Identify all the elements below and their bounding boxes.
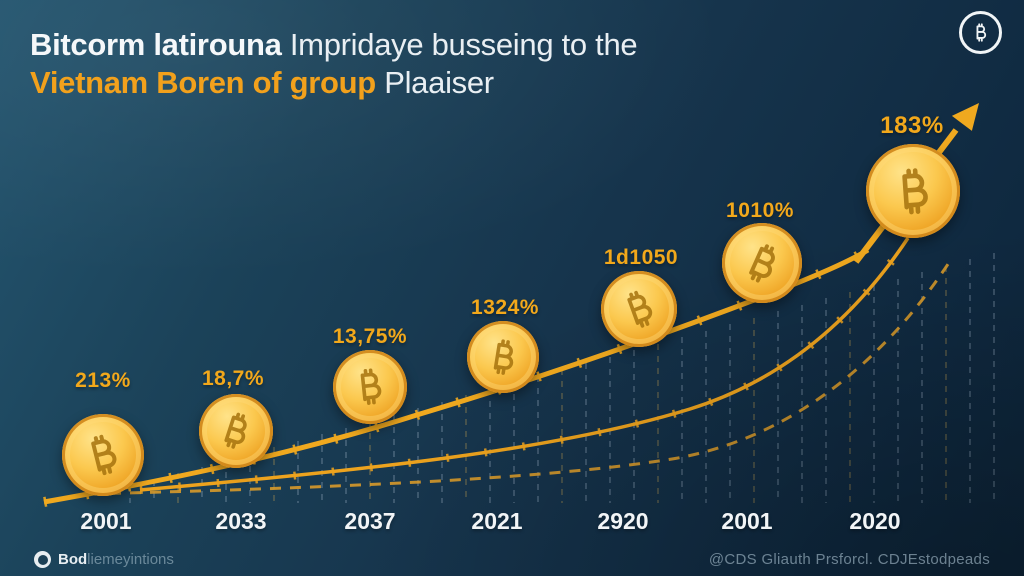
secondary-trend-curve <box>139 237 910 492</box>
axis-year-label-6: 2001 <box>721 508 773 534</box>
bitcoin-coin-1 <box>62 414 144 496</box>
axis-year-label-1: 2001 <box>80 508 132 534</box>
axis-year-label-2: 2033 <box>215 508 267 534</box>
title-regular-2: Plaaiser <box>375 64 494 100</box>
footer-brand-bold: Bod <box>58 551 88 568</box>
trend-arrow-head-icon <box>951 103 979 131</box>
growth-label-1: 213% <box>75 369 131 392</box>
axis-year-label-5: 2920 <box>597 508 649 534</box>
growth-label-2: 18,7% <box>201 367 265 390</box>
bitcoin-icon <box>210 405 262 457</box>
bitcoin-coin-3 <box>333 350 407 424</box>
footer-brand-light: liemeyintions <box>87 551 174 568</box>
bitcoin-icon <box>612 282 667 337</box>
title-line-2: Vietnam Boren of group Plaaiser <box>30 64 637 102</box>
bitcoin-icon <box>732 233 791 292</box>
footer-brand: Bodliemeyintions <box>34 551 174 568</box>
growth-label-6: 1010% <box>726 199 794 222</box>
bitcoin-icon <box>75 427 131 483</box>
bitcoin-icon <box>885 163 941 219</box>
footer-logo-icon <box>34 551 51 568</box>
axis-year-label-3: 2037 <box>344 508 396 534</box>
bitcoin-coin-2 <box>199 394 273 468</box>
title-line-1: Bitcorm latirouna Impridaye busseing to … <box>30 26 638 64</box>
bitcoin-circle-icon <box>959 11 1002 54</box>
title-regular-1: Impridaye busseing to the <box>281 27 638 62</box>
page-title: Bitcorm latirouna Impridaye busseing to … <box>30 26 638 102</box>
footer-credit: @CDS Gliauth Prsforcl. CDJEstodpeads <box>708 551 990 568</box>
bitcoin-coin-6 <box>722 223 802 303</box>
growth-label-4: 1324% <box>471 296 539 319</box>
title-bold-2: Vietnam Boren of group <box>30 64 376 100</box>
bitcoin-icon <box>347 364 393 410</box>
bitcoin-coin-5 <box>601 271 677 347</box>
axis-year-label-7: 2020 <box>849 508 901 534</box>
growth-label-7: 183% <box>880 112 944 139</box>
bitcoin-coin-4 <box>467 321 539 393</box>
growth-label-5: 1d1050 <box>603 246 679 269</box>
tertiary-dashed-curve <box>89 257 954 496</box>
bitcoin-coin-7 <box>866 144 960 238</box>
growth-label-3: 13,75% <box>332 325 408 348</box>
bitcoin-icon <box>480 334 526 380</box>
bitcoin-glyph-icon <box>970 22 991 43</box>
axis-year-label-4: 2021 <box>471 508 523 534</box>
vertical-dashed-gridlines <box>129 253 995 503</box>
title-bold-1: Bitcorm latirouna <box>30 27 282 62</box>
